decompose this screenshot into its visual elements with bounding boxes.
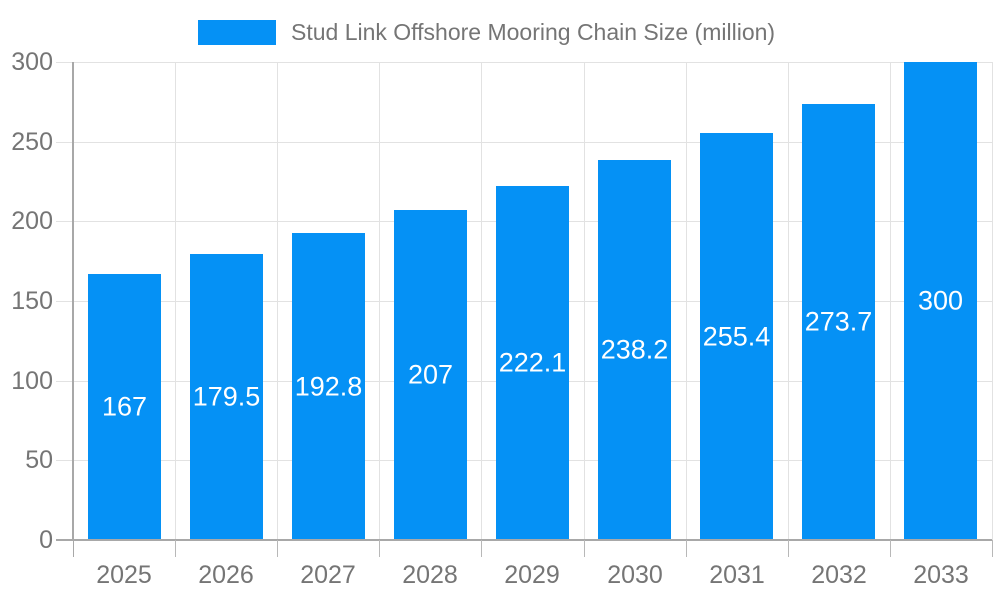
x-tick-label: 2029	[504, 561, 560, 589]
vgridline	[890, 62, 891, 540]
vgridline	[481, 62, 482, 540]
bar[interactable]: 207	[394, 210, 467, 540]
y-tick-label: 0	[39, 526, 53, 554]
x-tick-label: 2025	[96, 561, 152, 589]
bar[interactable]: 300	[904, 62, 977, 540]
legend-swatch-icon	[198, 19, 276, 45]
bar[interactable]: 179.5	[190, 254, 263, 540]
vgridline	[379, 62, 380, 540]
x-tick-label: 2031	[709, 561, 765, 589]
x-axis-tick	[992, 540, 993, 557]
bar-value-label: 179.5	[192, 381, 261, 412]
y-tick-label: 50	[25, 446, 53, 474]
bar-value-label: 273.7	[804, 306, 873, 337]
x-axis-tick	[73, 540, 74, 557]
vgridline	[584, 62, 585, 540]
x-axis-tick	[686, 540, 687, 557]
x-tick-label: 2026	[198, 561, 254, 589]
x-tick-label: 2030	[607, 561, 663, 589]
bar[interactable]: 273.7	[802, 104, 875, 540]
bar[interactable]: 238.2	[598, 160, 671, 540]
x-tick-label: 2027	[300, 561, 356, 589]
vgridline	[992, 62, 993, 540]
bar-value-label: 222.1	[498, 347, 567, 378]
y-axis-line	[72, 62, 74, 540]
x-axis-line	[56, 539, 992, 541]
bar[interactable]: 255.4	[700, 133, 773, 540]
x-axis-tick	[277, 540, 278, 557]
x-axis-tick	[175, 540, 176, 557]
y-tick-label: 200	[11, 207, 53, 235]
bar[interactable]: 192.8	[292, 233, 365, 540]
bar-value-label: 192.8	[294, 371, 363, 401]
y-tick-label: 250	[11, 128, 53, 156]
vgridline	[686, 62, 687, 540]
x-tick-label: 2033	[913, 561, 969, 589]
x-axis-tick	[481, 540, 482, 557]
bar-value-label: 238.2	[600, 334, 669, 365]
legend-label: Stud Link Offshore Mooring Chain Size (m…	[291, 19, 776, 45]
y-tick-label: 100	[11, 367, 53, 395]
y-tick-label: 150	[11, 287, 53, 315]
x-axis-tick	[379, 540, 380, 557]
y-tick-label: 300	[11, 48, 53, 76]
hgridline	[56, 142, 992, 143]
hgridline	[56, 62, 992, 63]
x-axis-tick	[788, 540, 789, 557]
x-axis-tick	[584, 540, 585, 557]
vgridline	[788, 62, 789, 540]
vgridline	[277, 62, 278, 540]
bar[interactable]: 222.1	[496, 186, 569, 540]
bar-value-label: 255.4	[702, 321, 771, 351]
x-tick-label: 2032	[811, 561, 867, 589]
bar-value-label: 167	[101, 391, 148, 422]
vgridline	[175, 62, 176, 540]
bar[interactable]: 167	[88, 274, 161, 540]
x-tick-label: 2028	[402, 561, 458, 589]
x-axis-tick	[890, 540, 891, 557]
legend-item[interactable]: Stud Link Offshore Mooring Chain Size (m…	[198, 18, 775, 46]
bar-value-label: 300	[917, 285, 964, 316]
bar-value-label: 207	[407, 359, 454, 390]
